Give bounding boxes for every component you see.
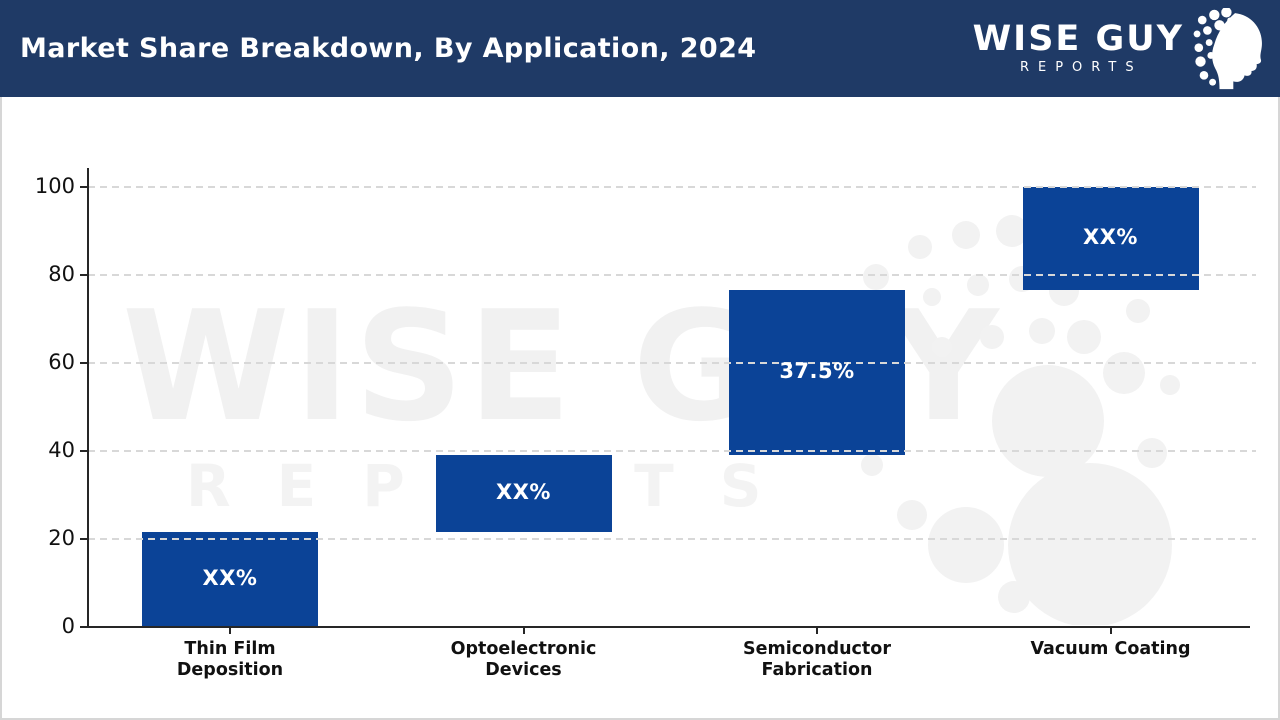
x-tick-mark-1 — [522, 627, 525, 634]
category-label-line: Vacuum Coating — [1030, 639, 1191, 659]
y-tick-mark-20 — [80, 538, 88, 540]
bar-3 — [1022, 187, 1199, 291]
gridline-80 — [88, 274, 1256, 276]
logo-face-icon — [1193, 7, 1262, 89]
logo-wordmark: WISE GUY REPORTS — [972, 19, 1184, 76]
category-label-line: Deposition — [176, 660, 284, 681]
x-tick-mark-3 — [1109, 627, 1112, 634]
page-title: Market Share Breakdown, By Application, … — [20, 33, 757, 64]
bar-value-label-0: XX% — [202, 565, 258, 590]
x-tick-mark-0 — [229, 627, 231, 634]
gridline-100 — [88, 186, 1256, 188]
gridline-20 — [88, 538, 1256, 540]
y-tick-label-40: 40 — [48, 438, 75, 462]
y-tick-mark-60 — [80, 362, 88, 364]
bar-value-label-1: XX% — [496, 479, 551, 504]
bar-value-label-3: XX% — [1083, 224, 1138, 249]
y-tick-label-100: 100 — [34, 174, 75, 198]
bar-value-label-2: 37.5% — [779, 358, 855, 383]
gridline-40 — [88, 450, 1256, 452]
category-label-0: Thin Film Deposition — [100, 639, 360, 682]
bar-0 — [142, 532, 318, 627]
x-axis — [87, 626, 1250, 628]
x-tick-mark-2 — [816, 627, 818, 634]
category-label-line: Semiconductor — [743, 639, 891, 659]
logo-wordmark-line1: WISE GUY — [972, 19, 1184, 59]
category-label-2: Semiconductor Fabrication — [687, 639, 947, 682]
category-label-line: Fabrication — [761, 660, 873, 681]
bar-2 — [729, 290, 905, 456]
y-tick-label-0: 0 — [61, 614, 75, 638]
category-label-line: Devices — [485, 660, 562, 681]
y-tick-mark-100 — [80, 186, 88, 188]
y-tick-label-80: 80 — [48, 262, 75, 286]
y-tick-mark-0 — [80, 626, 88, 628]
category-label-1: Optoelectronic Devices — [394, 639, 654, 682]
gridline-60 — [88, 362, 1256, 364]
header: Market Share Breakdown, By Application, … — [0, 0, 1280, 97]
y-tick-label-20: 20 — [48, 526, 75, 550]
bar-1 — [435, 455, 612, 533]
category-label-line: Optoelectronic — [450, 639, 597, 659]
logo-wordmark-line2: REPORTS — [1019, 60, 1143, 75]
y-axis — [87, 168, 89, 627]
category-label-3: Vacuum Coating — [981, 639, 1241, 660]
y-tick-label-60: 60 — [48, 350, 75, 374]
logo: WISE GUY REPORTS — [972, 7, 1280, 90]
y-tick-mark-80 — [80, 274, 88, 276]
category-label-line: Thin Film — [184, 639, 276, 659]
y-tick-mark-40 — [80, 450, 88, 452]
